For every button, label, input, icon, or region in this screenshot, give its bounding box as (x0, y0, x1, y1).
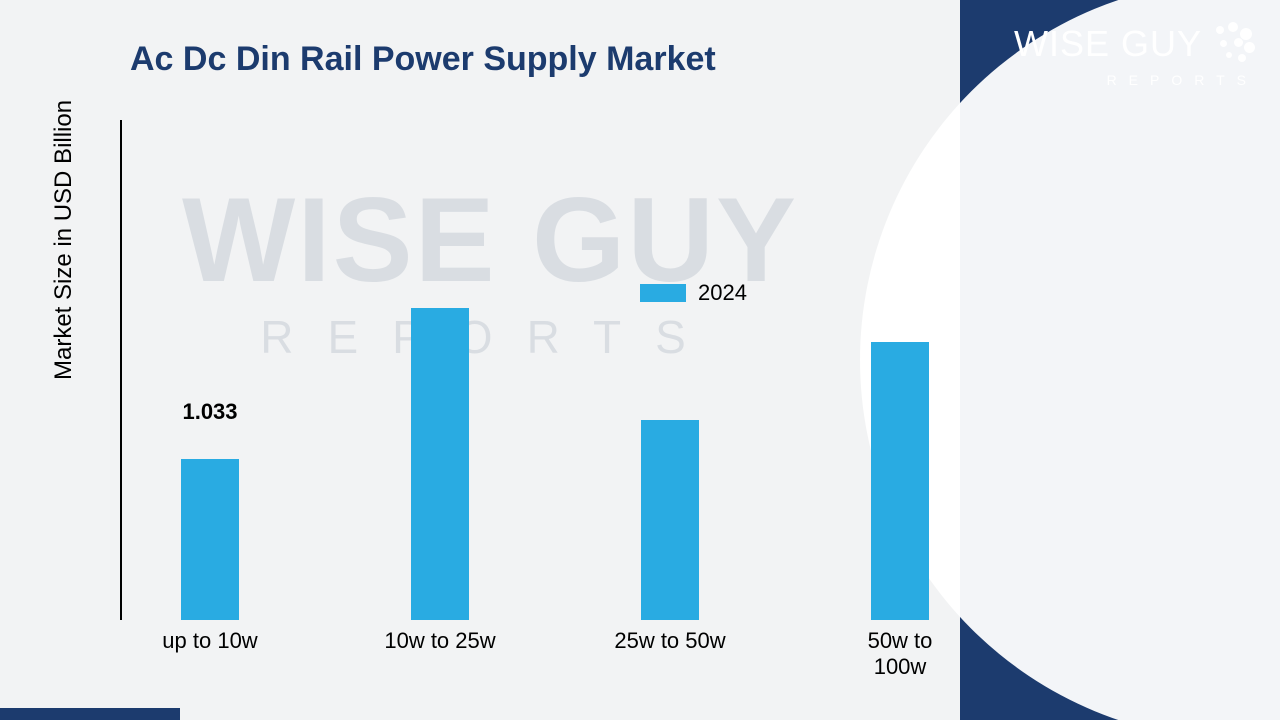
bar (641, 420, 699, 620)
y-axis-label: Market Size in USD Billion (50, 100, 78, 380)
bar (181, 459, 239, 620)
category-label: 10w to 25w (370, 628, 510, 654)
brand-main-row: WISE GUY (1014, 20, 1258, 68)
brand-main-text: WISE GUY (1014, 26, 1202, 62)
y-axis-line (120, 120, 122, 620)
chart-title: Ac Dc Din Rail Power Supply Market (130, 40, 716, 79)
bar (411, 308, 469, 621)
brand-head-icon (1210, 20, 1258, 68)
bottom-accent-strip (0, 708, 180, 720)
legend-label: 2024 (698, 280, 747, 306)
bar-value-label: 1.033 (182, 399, 237, 425)
legend-swatch (640, 284, 686, 302)
stage: WISE GUY REPORTS Ac Dc Din Rail Power Su… (0, 0, 1280, 720)
category-label: 25w to 50w (600, 628, 740, 654)
plot-area: 1.033up to 10w10w to 25w25w to 50w50w to… (120, 120, 960, 620)
brand-sub-text: REPORTS (1014, 72, 1258, 88)
category-label: 50w to 100w (860, 628, 940, 681)
bar (871, 342, 929, 620)
legend: 2024 (640, 280, 747, 306)
brand-logo: WISE GUY REPORTS (1014, 20, 1258, 88)
category-label: up to 10w (140, 628, 280, 654)
